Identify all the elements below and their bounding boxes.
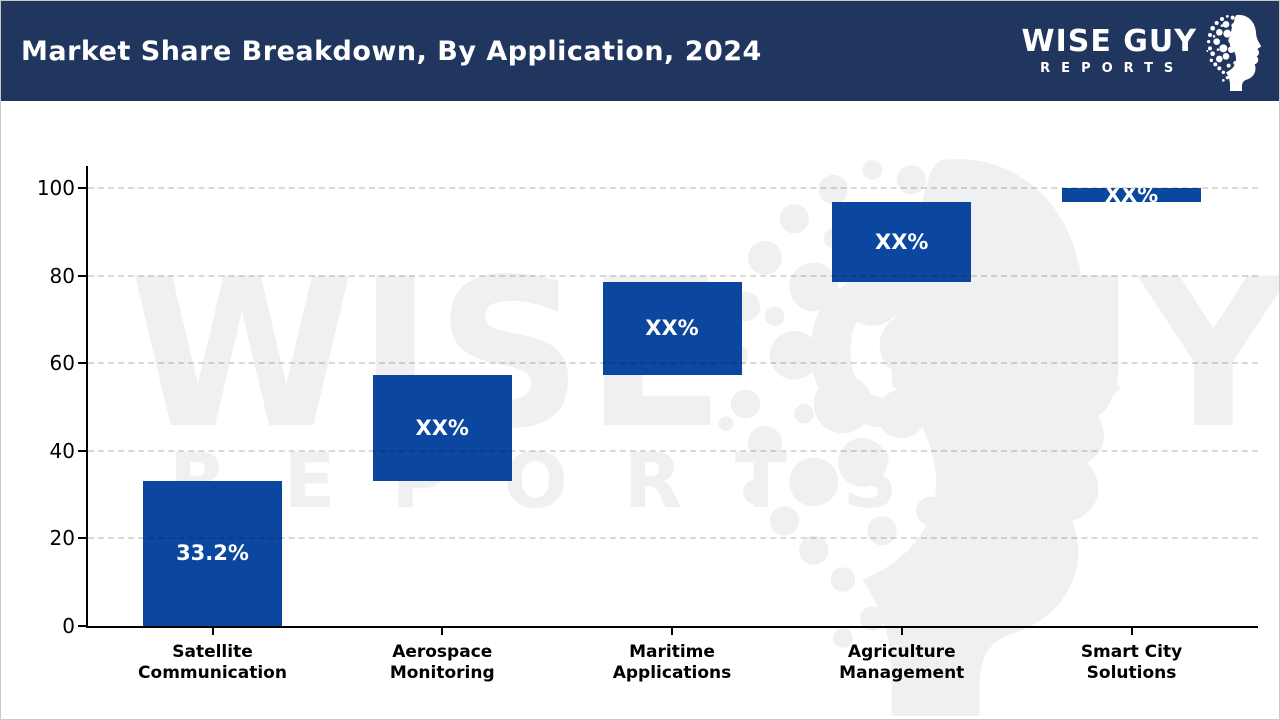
x-category-label: Aerospace Monitoring bbox=[332, 642, 552, 684]
brand-name: WISE GUY bbox=[1021, 24, 1197, 59]
brand-dotted-head-icon bbox=[1203, 11, 1265, 91]
x-category-label-line2: Applications bbox=[612, 663, 732, 683]
y-axis-tick-mark bbox=[78, 187, 86, 189]
x-category-label: Maritime Applications bbox=[562, 642, 782, 684]
y-axis-spine bbox=[86, 166, 88, 628]
brand-logo-text: WISE GUY REPORTS bbox=[1021, 24, 1197, 76]
y-axis-tick-mark bbox=[78, 274, 86, 277]
y-axis-tick-mark bbox=[78, 625, 86, 627]
x-category-label-line2: Communication bbox=[138, 663, 287, 683]
bar-segment: XX% bbox=[602, 282, 742, 375]
x-axis-tick-mark bbox=[900, 628, 903, 635]
x-category-label: Smart City Solutions bbox=[1022, 642, 1242, 684]
x-category-label-line1: Aerospace bbox=[392, 642, 493, 662]
gridline bbox=[88, 449, 1258, 452]
y-axis-tick-mark bbox=[78, 449, 86, 452]
y-axis-tick-label: 60 bbox=[49, 351, 75, 376]
y-axis-tick-label: 0 bbox=[62, 614, 75, 638]
y-axis-tick-mark bbox=[78, 362, 86, 365]
bar-value-label: 33.2% bbox=[176, 541, 249, 566]
x-category-label-line1: Smart City bbox=[1080, 642, 1183, 662]
x-axis-tick-mark bbox=[1130, 628, 1133, 635]
brand-logo: WISE GUY REPORTS bbox=[1021, 1, 1265, 101]
y-axis-tick-label: 20 bbox=[49, 526, 75, 551]
x-category-label-line1: Agriculture bbox=[847, 642, 956, 662]
header-bar: Market Share Breakdown, By Application, … bbox=[1, 1, 1279, 101]
brand-subtitle: REPORTS bbox=[1040, 61, 1185, 76]
x-category-label-line2: Monitoring bbox=[389, 663, 495, 683]
x-category-label-line1: Satellite bbox=[172, 642, 253, 662]
y-axis-tick-label: 100 bbox=[36, 176, 75, 200]
bar-value-label: XX% bbox=[645, 316, 699, 341]
y-axis-tick-label: 40 bbox=[49, 438, 75, 463]
gridline bbox=[88, 274, 1258, 277]
y-axis-tick-label: 80 bbox=[49, 263, 75, 288]
bar-value-label: XX% bbox=[415, 415, 469, 440]
x-category-label-line2: Solutions bbox=[1086, 663, 1177, 683]
x-axis-tick-mark bbox=[671, 628, 673, 635]
x-category-label-line1: Maritime bbox=[629, 642, 715, 662]
bar-segment: XX% bbox=[832, 202, 972, 283]
x-category-label-line2: Management bbox=[839, 663, 965, 683]
x-category-label: Agriculture Management bbox=[792, 642, 1012, 684]
bar-value-label: XX% bbox=[875, 230, 929, 255]
bar-value-label: XX% bbox=[1104, 183, 1159, 208]
page-title: Market Share Breakdown, By Application, … bbox=[21, 35, 762, 67]
x-axis-spine bbox=[86, 626, 1258, 628]
x-axis-tick-mark bbox=[211, 628, 214, 635]
x-axis-tick-mark bbox=[441, 628, 444, 635]
bar-segment: 33.2% bbox=[143, 480, 282, 626]
bar-segment: XX% bbox=[372, 374, 512, 481]
y-axis-tick-mark bbox=[78, 537, 86, 540]
x-category-label: Satellite Communication bbox=[103, 642, 323, 684]
bar-segment: XX% bbox=[1062, 183, 1201, 207]
